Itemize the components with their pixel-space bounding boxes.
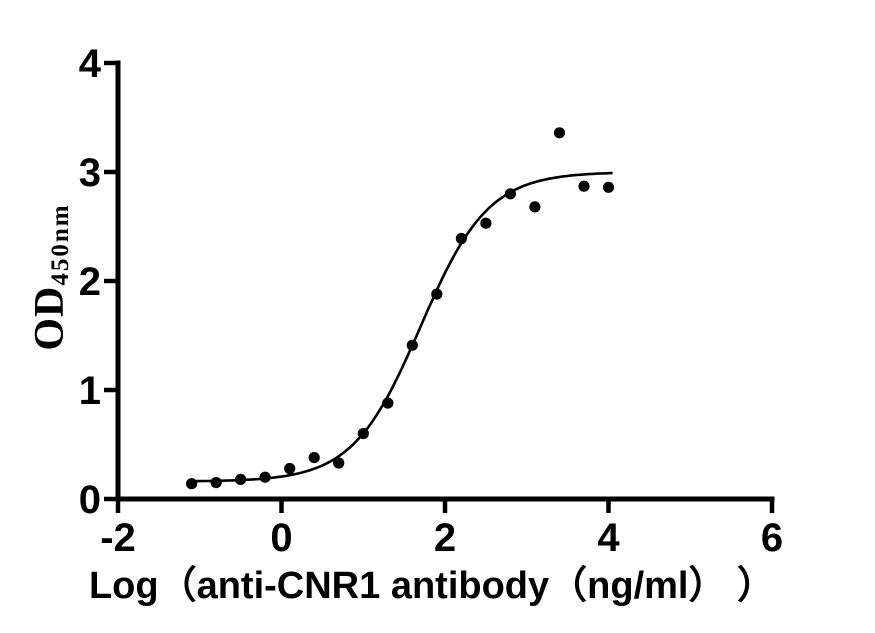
data-point bbox=[186, 478, 198, 490]
data-point bbox=[602, 181, 615, 193]
fit-curve bbox=[189, 171, 613, 483]
data-point bbox=[284, 462, 296, 475]
data-point bbox=[308, 452, 320, 464]
y-tick-label: 2 bbox=[79, 260, 101, 304]
data-point bbox=[529, 201, 541, 213]
data-point bbox=[480, 217, 492, 229]
data-point bbox=[210, 477, 222, 489]
y-tick-label: 1 bbox=[79, 369, 101, 413]
y-axis-title-main: OD bbox=[27, 285, 73, 351]
data-point bbox=[235, 473, 247, 485]
y-tick-label: 4 bbox=[79, 42, 102, 86]
data-point bbox=[333, 457, 345, 469]
y-tick-label: 0 bbox=[79, 478, 101, 522]
data-point bbox=[431, 288, 443, 300]
x-tick-label: 6 bbox=[761, 516, 783, 560]
x-tick-label: 0 bbox=[270, 516, 292, 560]
data-point bbox=[406, 339, 418, 351]
data-point bbox=[455, 232, 467, 245]
data-point bbox=[382, 397, 394, 409]
data-point bbox=[357, 428, 369, 440]
x-tick-label: -2 bbox=[100, 516, 136, 560]
data-point bbox=[553, 127, 566, 139]
y-axis-title-subscript: 450nm bbox=[46, 203, 74, 286]
data-point bbox=[578, 180, 590, 192]
y-tick-label: 3 bbox=[79, 151, 101, 195]
x-tick-label: 4 bbox=[597, 516, 620, 560]
x-tick-label: 2 bbox=[434, 516, 456, 560]
data-point bbox=[259, 471, 271, 483]
data-point bbox=[504, 188, 516, 200]
y-axis-title: OD450nm bbox=[26, 203, 74, 350]
x-axis-title: Log（anti-CNR1 antibody（ng/ml） ） bbox=[88, 565, 776, 607]
